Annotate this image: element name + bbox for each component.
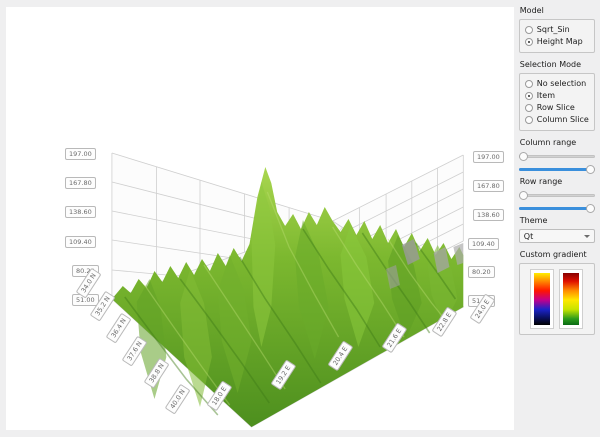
theme-combobox-value: Qt [523,231,534,241]
model-option-label: Height Map [536,37,583,46]
chevron-down-icon[interactable] [584,235,590,238]
selection-option-label: Item [536,91,555,100]
model-radio-sqrt-sin[interactable]: Sqrt_Sin [524,24,590,36]
gradient-swatch-one-frame[interactable] [530,269,555,329]
gradient-swatch-two-frame[interactable] [559,269,584,329]
z-axis-tick-right: 138.60 [473,209,504,221]
surface-graph-pane[interactable]: 197.00 167.80 138.60 109.40 80.20 51.00 … [6,7,514,430]
selection-option-label: Row Slice [536,103,575,112]
selection-radio-item[interactable]: Item [524,90,590,102]
selection-option-label: No selection [536,79,587,88]
surface-3d-scene[interactable]: 197.00 167.80 138.60 109.40 80.20 51.00 … [6,7,514,430]
model-radio-height-map[interactable]: Height Map [524,36,590,48]
radio-icon[interactable] [524,80,533,88]
slider-handle[interactable] [518,152,528,161]
slider-handle[interactable] [518,191,528,200]
selection-radio-no-selection[interactable]: No selection [524,78,590,90]
selection-mode-section-title: Selection Mode [519,60,581,69]
slider-track[interactable] [518,155,595,158]
model-section-title: Model [519,6,544,15]
slider-fill [518,168,590,171]
z-axis-tick-left: 197.00 [65,148,96,160]
selection-radio-row-slice[interactable]: Row Slice [524,102,590,114]
custom-gradient-title: Custom gradient [519,250,587,259]
slider-fill [518,207,590,210]
theme-combobox[interactable]: Qt [518,229,595,243]
z-axis-tick-left: 138.60 [65,206,96,218]
z-axis-tick-right: 197.00 [473,151,504,163]
radio-icon[interactable] [524,116,533,124]
z-axis-tick-left: 167.80 [65,177,96,189]
column-range-min-slider[interactable] [518,151,595,162]
terrain-surface[interactable] [111,167,464,427]
slider-handle[interactable] [585,204,595,213]
slider-handle[interactable] [585,165,595,174]
row-range-min-slider[interactable] [518,190,595,201]
column-range-max-slider[interactable] [518,164,595,175]
row-range-max-slider[interactable] [518,203,595,214]
gradient-swatch-one[interactable] [534,273,551,325]
radio-icon-selected[interactable] [524,92,533,100]
slider-track[interactable] [518,194,595,197]
z-axis-tick-right: 167.80 [473,180,504,192]
column-range-title: Column range [519,138,577,147]
z-axis-tick-left: 109.40 [65,236,96,248]
model-option-label: Sqrt_Sin [536,25,570,34]
gradient-swatch-two[interactable] [563,273,580,325]
z-axis-tick-right: 109.40 [468,238,499,250]
model-group-box: Sqrt_Sin Height Map [518,19,595,53]
radio-icon[interactable] [524,104,533,112]
selection-radio-column-slice[interactable]: Column Slice [524,114,590,126]
selection-option-label: Column Slice [536,115,589,124]
radio-icon-selected[interactable] [524,38,533,46]
radio-icon[interactable] [524,26,533,34]
custom-gradient-box [518,263,595,335]
theme-title: Theme [519,216,548,225]
selection-mode-group-box: No selection Item Row Slice Column Slice [518,73,595,131]
control-panel: Model Sqrt_Sin Height Map Selection Mode… [513,0,600,437]
z-axis-tick-right: 80.20 [468,266,495,278]
row-range-title: Row range [519,177,563,186]
surface-graph-canvas [111,152,465,428]
